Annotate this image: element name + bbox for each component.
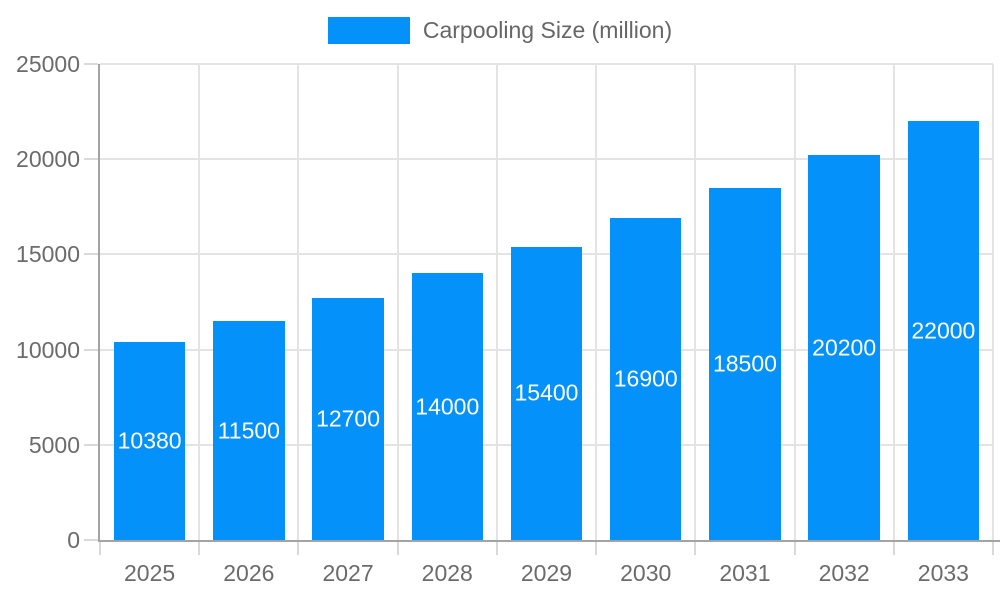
bar: 10380: [113, 342, 186, 540]
x-tick-label: 2028: [421, 560, 473, 586]
x-tick-mark: [198, 542, 201, 555]
y-axis-labels: 0 5000 10000 15000 20000 25000: [0, 51, 80, 553]
x-tick-label: 2030: [620, 560, 672, 586]
x-tick-label: 2027: [322, 560, 374, 586]
y-grid-line: [100, 63, 993, 65]
bar: 11500: [213, 321, 285, 540]
x-axis-line: [98, 540, 1000, 542]
x-grid-line: [793, 64, 796, 540]
x-tick-mark: [99, 542, 101, 555]
x-tick-mark: [892, 542, 895, 555]
x-grid-line: [495, 64, 498, 540]
x-tick-label: 2032: [818, 560, 870, 586]
y-tick-mark: [84, 253, 98, 256]
x-tick-mark: [396, 542, 399, 555]
y-tick-label: 5000: [28, 431, 80, 458]
bar: 18500: [709, 187, 781, 540]
y-tick-label: 15000: [16, 241, 80, 268]
x-grid-line: [694, 64, 697, 540]
y-tick-mark: [84, 158, 98, 161]
bar-value-label: 12700: [316, 405, 381, 432]
bar: 20200: [808, 155, 880, 540]
y-tick-mark: [84, 348, 98, 351]
y-tick-label: 10000: [16, 336, 80, 363]
bar: 22000: [907, 121, 980, 540]
bar-value-label: 16900: [613, 365, 678, 392]
y-tick-mark: [84, 443, 98, 446]
x-axis-labels: 2025 2026 2027 2028 2029 2030 2031 2032 2033: [100, 558, 993, 588]
x-grid-line: [198, 64, 201, 540]
bar-value-label: 15400: [514, 379, 579, 406]
x-tick-mark: [595, 542, 598, 555]
bar-value-label: 20200: [812, 334, 877, 361]
x-grid-line: [992, 64, 994, 540]
bar-value-label: 22000: [911, 317, 976, 344]
x-grid-line: [595, 64, 598, 540]
y-axis-line: [98, 64, 100, 542]
bar: 12700: [312, 298, 384, 540]
x-tick-mark: [297, 542, 300, 555]
x-tick-mark: [992, 542, 994, 555]
bar: 14000: [411, 273, 483, 540]
x-tick-mark: [694, 542, 697, 555]
y-grid-line: [100, 158, 993, 161]
x-tick-label: 2031: [719, 560, 771, 586]
legend-swatch: [327, 17, 410, 44]
x-grid-line: [297, 64, 300, 540]
x-tick-label: 2033: [917, 560, 969, 586]
x-grid-line: [396, 64, 399, 540]
x-tick-label: 2029: [520, 560, 573, 586]
y-tick-label: 25000: [16, 51, 80, 77]
y-tick-label: 0: [67, 527, 80, 553]
y-tick-mark: [84, 63, 98, 65]
bar: 16900: [610, 218, 682, 540]
chart-legend[interactable]: Carpooling Size (million): [0, 17, 1000, 44]
x-grid-line: [892, 64, 895, 540]
x-tick-mark: [793, 542, 796, 555]
legend-label: Carpooling Size (million): [422, 17, 673, 43]
x-tick-mark: [495, 542, 498, 555]
bar-value-label: 10380: [117, 427, 182, 454]
x-tick-label: 2025: [124, 560, 176, 586]
plot-area: 10380 11500 12700 14000 15400 16900 18500 20200…: [84, 63, 1000, 555]
bar-value-label: 11500: [217, 417, 280, 444]
bar: 15400: [510, 246, 583, 540]
y-tick-label: 20000: [16, 146, 80, 173]
y-tick-mark: [84, 539, 98, 541]
bar-value-label: 18500: [712, 350, 777, 377]
bar-value-label: 14000: [415, 393, 480, 420]
x-tick-label: 2026: [223, 560, 275, 586]
